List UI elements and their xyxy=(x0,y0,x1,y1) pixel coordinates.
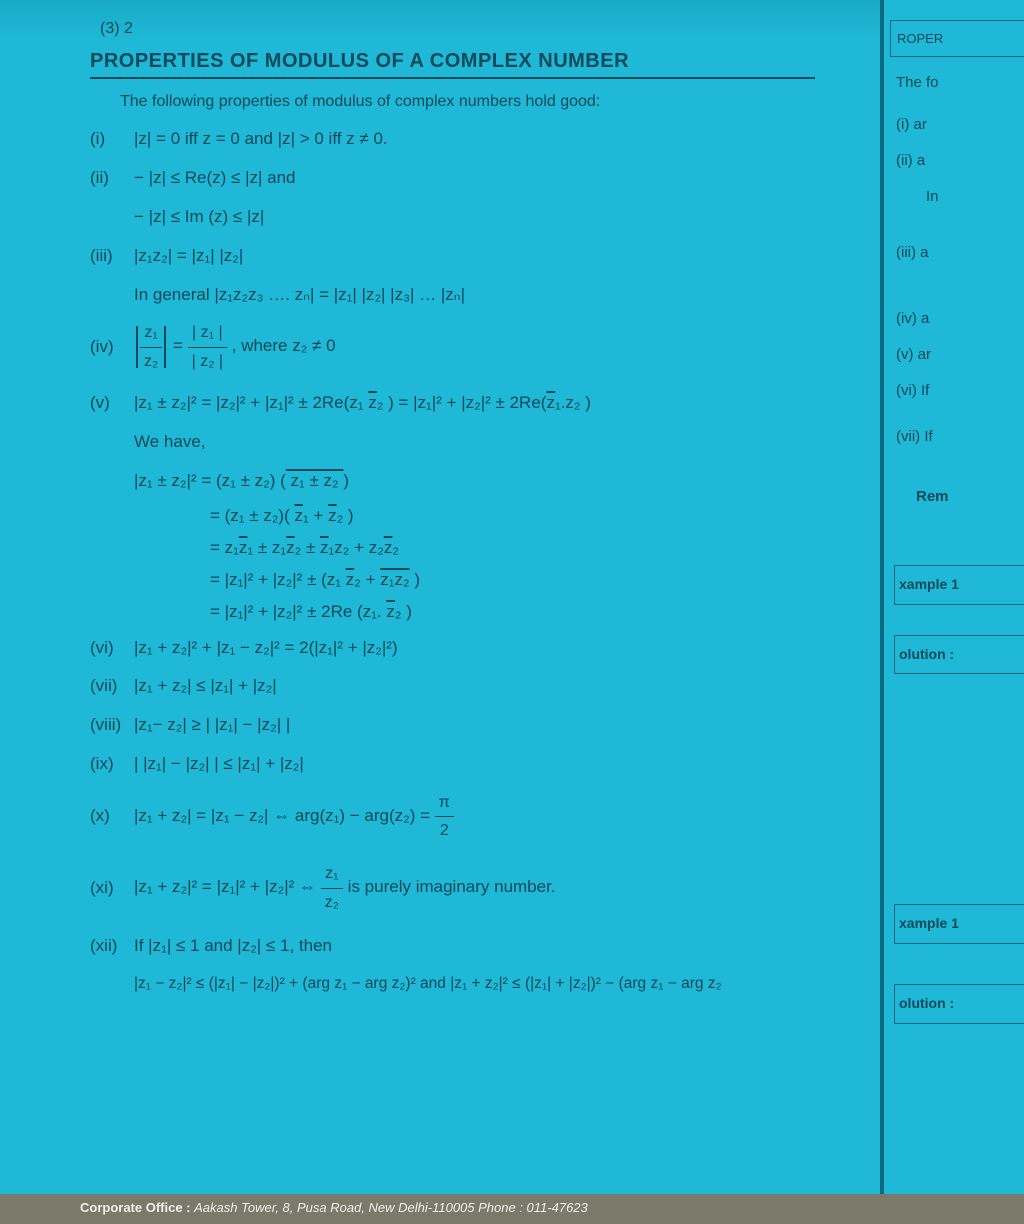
prop-ii: (ii) − |z| ≤ Re(z) ≤ |z| and xyxy=(90,164,830,193)
prop-ix: (ix) | |z₁| − |z₂| | ≤ |z₁| + |z₂| xyxy=(90,750,830,779)
marker-xii: (xii) xyxy=(90,932,134,961)
left-page: (3) 2 PROPERTIES OF MODULUS OF A COMPLEX… xyxy=(0,0,870,1224)
prop-xi-a: |z₁ + z₂|² = |z₁|² + |z₂|² ⇔ xyxy=(134,878,321,897)
right-line1: The fo xyxy=(896,65,1024,101)
marker-i: (i) xyxy=(90,125,134,154)
right-top-box: ROPER xyxy=(890,20,1024,57)
right-example1: xample 1 xyxy=(894,565,1024,605)
right-iv: (iv) a xyxy=(896,301,1024,337)
right-rem: Rem xyxy=(916,479,1024,515)
marker-ii: (ii) xyxy=(90,164,134,193)
right-vi: (vi) If xyxy=(896,373,1024,409)
property-list: (i) |z| = 0 iff z = 0 and |z| > 0 iff z … xyxy=(90,125,830,997)
prop-x-content: |z₁ + z₂| = |z₁ − z₂| ⇔ arg(z₁) − arg(z₂… xyxy=(134,789,830,844)
prop-v-d3: = z₁z₁ ± z₁z₂ ± z₁z₂ + z₂z₂ xyxy=(210,538,830,558)
footer: Corporate Office : Aakash Tower, 8, Pusa… xyxy=(0,1194,1024,1224)
prop-iii-b: In general |z₁z₂z₃ …. zₙ| = |z₁| |z₂| |z… xyxy=(134,281,830,310)
prop-iv-content: z₁z₂ = | z₁ || z₂ | , where z₂ ≠ 0 xyxy=(134,319,830,374)
prop-v-d4: = |z₁|² + |z₂|² ± (z₁ z₂ + z₁z₂ ) xyxy=(210,570,830,590)
prop-viii: (viii) |z₁− z₂| ≥ | |z₁| − |z₂| | xyxy=(90,711,830,740)
right-ii: (ii) a xyxy=(896,143,1024,179)
prop-x: (x) |z₁ + z₂| = |z₁ − z₂| ⇔ arg(z₁) − ar… xyxy=(90,789,830,844)
marker-vi: (vi) xyxy=(90,634,134,663)
prop-x-a: |z₁ + z₂| = |z₁ − z₂| ⇔ arg(z₁) − arg(z₂… xyxy=(134,806,435,825)
marker-v: (v) xyxy=(90,389,134,418)
prop-vii: (vii) |z₁ + z₂| ≤ |z₁| + |z₂| xyxy=(90,672,830,701)
marker-viii: (viii) xyxy=(90,711,134,740)
footer-text: Aakash Tower, 8, Pusa Road, New Delhi-11… xyxy=(194,1200,588,1215)
prop-xii: (xii) If |z₁| ≤ 1 and |z₂| ≤ 1, then xyxy=(90,932,830,961)
prop-vii-text: |z₁ + z₂| ≤ |z₁| + |z₂| xyxy=(134,672,830,701)
prop-ii-b: − |z| ≤ Im (z) ≤ |z| xyxy=(134,203,830,232)
right-vii: (vii) If xyxy=(896,419,1024,455)
prop-ix-text: | |z₁| − |z₂| | ≤ |z₁| + |z₂| xyxy=(134,750,830,779)
prop-iv: (iv) z₁z₂ = | z₁ || z₂ | , where z₂ ≠ 0 xyxy=(90,319,830,374)
prop-v-text: |z₁ ± z₂|² = |z₂|² + |z₁|² ± 2Re(z₁ z₂ )… xyxy=(134,389,830,418)
marker-iv: (iv) xyxy=(90,333,134,362)
prop-ii-a: − |z| ≤ Re(z) ≤ |z| and xyxy=(134,164,830,193)
prop-i: (i) |z| = 0 iff z = 0 and |z| > 0 iff z … xyxy=(90,125,830,154)
prop-v-d1: |z₁ ± z₂|² = (z₁ ± z₂) ( z₁ ± z₂ ) xyxy=(134,467,830,496)
prop-iii-a: |z₁z₂| = |z₁| |z₂| xyxy=(134,242,830,271)
right-v: (v) ar xyxy=(896,337,1024,373)
marker-vii: (vii) xyxy=(90,672,134,701)
right-page-sliver: ROPER The fo (i) ar (ii) a In (iii) a (i… xyxy=(880,0,1024,1224)
right-in: In xyxy=(926,179,1024,215)
marker-ix: (ix) xyxy=(90,750,134,779)
prop-xii-b: |z₁ − z₂|² ≤ (|z₁| − |z₂|)² + (arg z₁ − … xyxy=(134,971,830,997)
prop-iv-where: , where z₂ ≠ 0 xyxy=(232,337,336,356)
prop-iii: (iii) |z₁z₂| = |z₁| |z₂| xyxy=(90,242,830,271)
top-fragment: (3) 2 xyxy=(100,20,830,38)
prop-v-wehave: We have, xyxy=(134,428,830,457)
prop-vi-text: |z₁ + z₂|² + |z₁ − z₂|² = 2(|z₁|² + |z₂|… xyxy=(134,634,830,663)
right-i: (i) ar xyxy=(896,107,1024,143)
right-solution2: olution : xyxy=(894,984,1024,1024)
prop-vi: (vi) |z₁ + z₂|² + |z₁ − z₂|² = 2(|z₁|² +… xyxy=(90,634,830,663)
prop-viii-text: |z₁− z₂| ≥ | |z₁| − |z₂| | xyxy=(134,711,830,740)
right-solution1: olution : xyxy=(894,635,1024,675)
marker-iii: (iii) xyxy=(90,242,134,271)
right-example2: xample 1 xyxy=(894,904,1024,944)
prop-xi-content: |z₁ + z₂|² = |z₁|² + |z₂|² ⇔ z₁z₂ is pur… xyxy=(134,860,830,915)
footer-label: Corporate Office : xyxy=(80,1200,194,1215)
intro-text: The following properties of modulus of c… xyxy=(120,93,830,111)
prop-v: (v) |z₁ ± z₂|² = |z₂|² + |z₁|² ± 2Re(z₁ … xyxy=(90,389,830,418)
marker-xi: (xi) xyxy=(90,874,134,903)
marker-x: (x) xyxy=(90,802,134,831)
prop-i-text: |z| = 0 iff z = 0 and |z| > 0 iff z ≠ 0. xyxy=(134,125,830,154)
prop-v-d5: = |z₁|² + |z₂|² ± 2Re (z₁. z₂ ) xyxy=(210,602,830,622)
right-iii: (iii) a xyxy=(896,235,1024,271)
prop-xii-a: If |z₁| ≤ 1 and |z₂| ≤ 1, then xyxy=(134,932,830,961)
prop-v-d2: = (z₁ ± z₂)( z₁ + z₂ ) xyxy=(210,506,830,526)
prop-xi-b: is purely imaginary number. xyxy=(348,878,556,897)
section-title: PROPERTIES OF MODULUS OF A COMPLEX NUMBE… xyxy=(90,50,815,79)
prop-xi: (xi) |z₁ + z₂|² = |z₁|² + |z₂|² ⇔ z₁z₂ i… xyxy=(90,860,830,915)
